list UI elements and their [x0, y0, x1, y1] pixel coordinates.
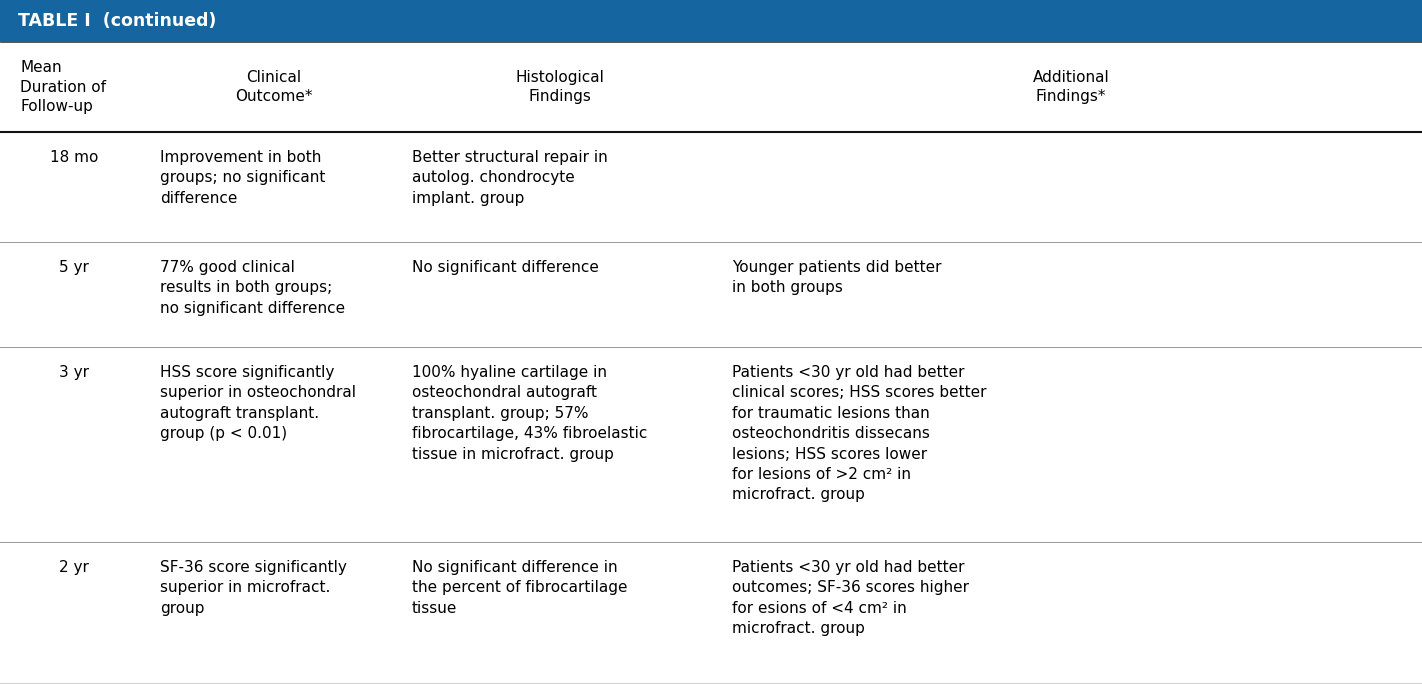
Text: No significant difference: No significant difference	[412, 260, 599, 275]
Text: Better structural repair in
autolog. chondrocyte
implant. group: Better structural repair in autolog. cho…	[412, 150, 607, 206]
Text: Clinical
Outcome*: Clinical Outcome*	[235, 70, 313, 105]
Text: Improvement in both
groups; no significant
difference: Improvement in both groups; no significa…	[161, 150, 326, 206]
Text: 77% good clinical
results in both groups;
no significant difference: 77% good clinical results in both groups…	[161, 260, 346, 316]
Text: Patients <30 yr old had better
clinical scores; HSS scores better
for traumatic : Patients <30 yr old had better clinical …	[732, 365, 987, 503]
Text: 5 yr: 5 yr	[60, 260, 90, 275]
Bar	[0, 347, 1422, 542]
Text: 100% hyaline cartilage in
osteochondral autograft
transplant. group; 57%
fibroca: 100% hyaline cartilage in osteochondral …	[412, 365, 647, 462]
Bar	[0, 132, 1422, 242]
Bar	[0, 242, 1422, 347]
Text: Younger patients did better
in both groups: Younger patients did better in both grou…	[732, 260, 941, 295]
Bar	[0, 0, 1422, 42]
Text: Histological
Findings: Histological Findings	[516, 70, 604, 105]
Bar	[0, 542, 1422, 684]
Text: 2 yr: 2 yr	[60, 560, 90, 575]
Text: HSS score significantly
superior in osteochondral
autograft transplant.
group (p: HSS score significantly superior in oste…	[161, 365, 356, 441]
Text: 18 mo: 18 mo	[50, 150, 98, 165]
Text: No significant difference in
the percent of fibrocartilage
tissue: No significant difference in the percent…	[412, 560, 627, 616]
Bar	[0, 42, 1422, 132]
Text: Mean
Duration of
Follow-up: Mean Duration of Follow-up	[20, 60, 107, 114]
Text: Additional
Findings*: Additional Findings*	[1032, 70, 1109, 105]
Text: Patients <30 yr old had better
outcomes; SF-36 scores higher
for esions of <4 cm: Patients <30 yr old had better outcomes;…	[732, 560, 968, 636]
Text: 3 yr: 3 yr	[58, 365, 90, 380]
Text: SF-36 score significantly
superior in microfract.
group: SF-36 score significantly superior in mi…	[161, 560, 347, 616]
Text: TABLE I  (continued): TABLE I (continued)	[18, 12, 216, 30]
